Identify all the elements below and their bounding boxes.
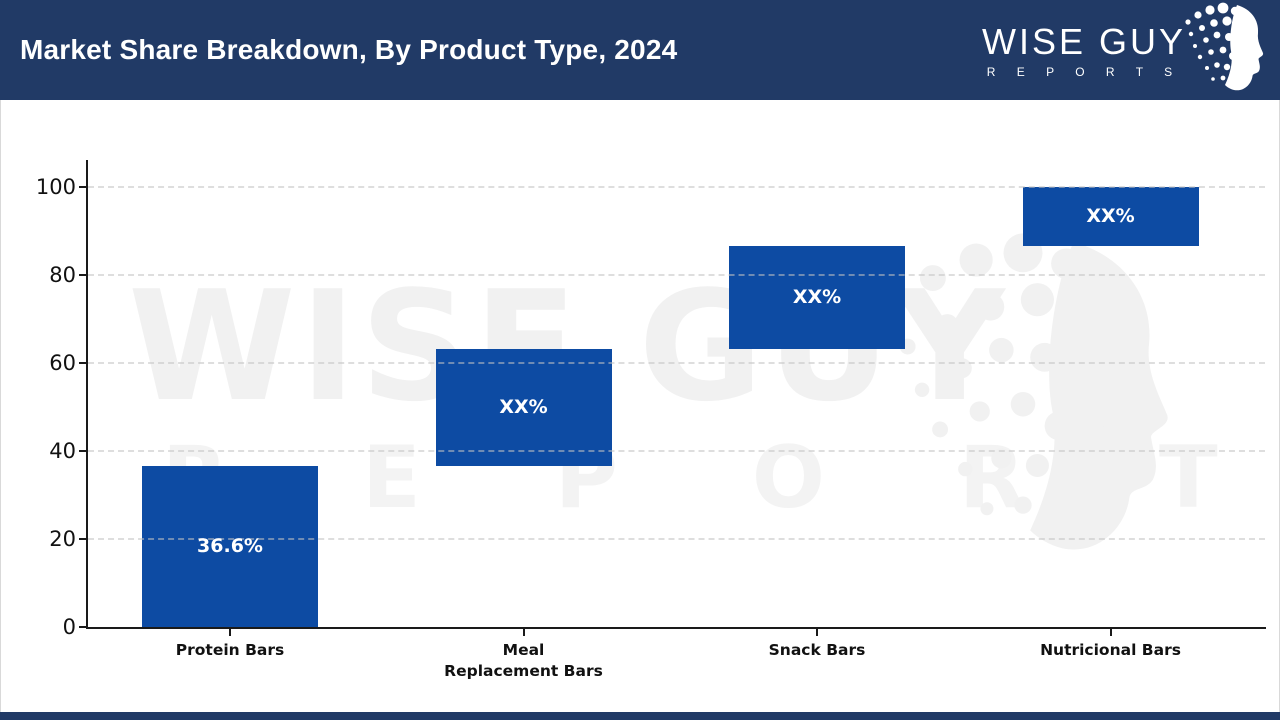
y-tick-mark — [79, 538, 86, 540]
x-axis-line — [86, 627, 1266, 629]
watermark-face-dots-icon — [868, 222, 1178, 576]
logo-wordmark: WISE GUY — [981, 21, 1186, 62]
y-tick-label: 80 — [49, 263, 76, 287]
y-tick-label: 60 — [49, 351, 76, 375]
y-tick-label: 100 — [35, 175, 76, 199]
bar-segment — [729, 245, 905, 349]
header-band: Market Share Breakdown, By Product Type,… — [0, 0, 1280, 100]
x-category-label: Snack Bars — [768, 641, 866, 659]
y-axis-line — [86, 160, 88, 629]
face-profile-dots-icon — [1180, 2, 1266, 98]
x-tick-mark — [522, 629, 525, 636]
y-tick-mark — [79, 626, 86, 628]
bar-value-label: XX% — [499, 396, 548, 419]
y-tick-mark — [79, 274, 86, 276]
logo-subtitle: R E P O R T S — [986, 65, 1182, 79]
bar-segment — [142, 465, 318, 627]
y-tick-mark — [79, 362, 86, 364]
x-tick-mark — [816, 629, 818, 636]
gridline — [88, 362, 1265, 364]
wise-guy-reports-logo: WISE GUY R E P O R T S — [982, 2, 1280, 98]
bar-value-label: XX% — [1086, 205, 1135, 228]
footer-band — [0, 712, 1280, 720]
y-tick-mark — [79, 450, 86, 452]
gridline — [88, 538, 1265, 540]
x-tick-mark — [229, 629, 231, 636]
x-tick-mark — [1109, 629, 1112, 636]
y-tick-mark — [79, 186, 86, 188]
logo-text: WISE GUY R E P O R T S — [982, 21, 1186, 79]
y-tick-label: 0 — [62, 615, 76, 639]
y-tick-label: 20 — [49, 527, 76, 551]
gridline — [88, 274, 1265, 276]
bar-segment — [435, 348, 612, 466]
bar-value-label: XX% — [792, 286, 842, 309]
x-category-label: Meal Replacement Bars — [444, 641, 603, 680]
y-tick-label: 40 — [49, 439, 76, 463]
gridline — [88, 450, 1265, 452]
page-title: Market Share Breakdown, By Product Type,… — [20, 34, 678, 65]
x-category-label: Protein Bars — [175, 641, 285, 659]
gridline — [88, 186, 1265, 188]
bar-value-label: 36.6% — [197, 535, 263, 558]
bar-segment — [1022, 187, 1199, 246]
x-category-label: Nutricional Bars — [1040, 641, 1181, 659]
